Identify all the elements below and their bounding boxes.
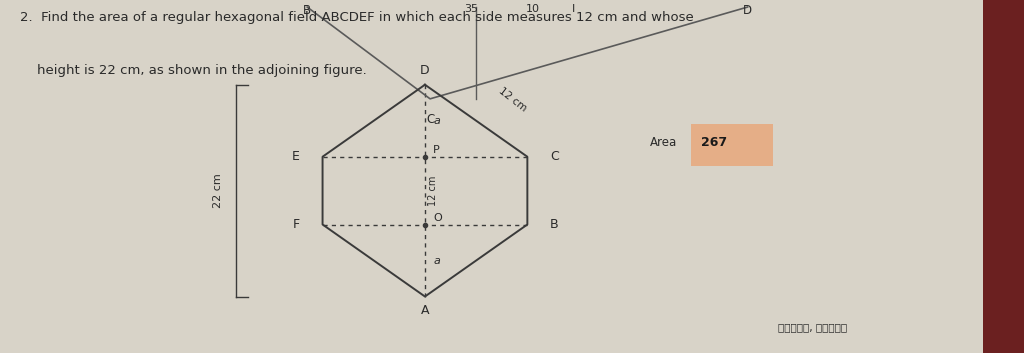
Bar (983, 0, 1024, 353)
Text: 10: 10 (525, 4, 540, 13)
Text: D: D (420, 64, 430, 77)
Text: B: B (303, 4, 311, 17)
Text: B: B (550, 218, 558, 231)
FancyBboxPatch shape (691, 124, 773, 166)
Text: P: P (433, 145, 440, 155)
Text: 35: 35 (464, 4, 478, 13)
Text: Area: Area (650, 137, 678, 149)
Text: वाक्य, वाच्य: वाक्य, वाच्य (778, 322, 848, 332)
Text: C: C (426, 113, 434, 126)
Text: C: C (550, 150, 559, 163)
Text: I: I (571, 4, 575, 13)
Text: A: A (421, 304, 429, 317)
Text: O: O (433, 213, 442, 223)
Text: 22 cm: 22 cm (213, 173, 223, 208)
Text: 12 cm: 12 cm (428, 175, 438, 206)
Text: E: E (292, 150, 300, 163)
Text: 12 cm: 12 cm (497, 86, 528, 114)
Text: 2.  Find the area of a regular hexagonal field ABCDEF in which each side measure: 2. Find the area of a regular hexagonal … (20, 11, 694, 24)
Text: 267: 267 (701, 137, 728, 149)
Text: F: F (293, 218, 300, 231)
Text: a: a (433, 116, 440, 126)
Text: D: D (743, 4, 752, 17)
Text: height is 22 cm, as shown in the adjoining figure.: height is 22 cm, as shown in the adjoini… (20, 64, 368, 77)
Text: a: a (433, 256, 440, 265)
